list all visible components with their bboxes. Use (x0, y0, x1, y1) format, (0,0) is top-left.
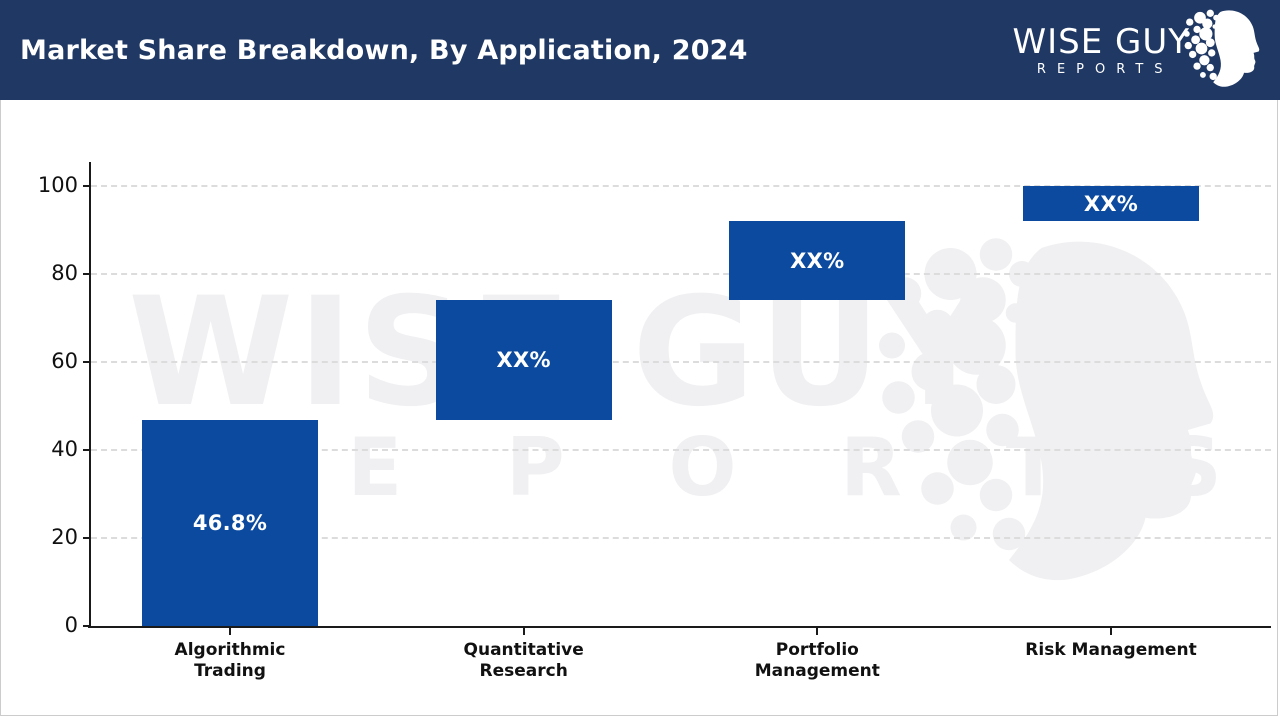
bar-segment: XX% (1023, 186, 1199, 222)
wiseguy-logo: WISE GUY REPORTS (1012, 0, 1266, 100)
bar-segment: 46.8% (142, 420, 318, 626)
y-axis-spine (89, 162, 91, 628)
y-tick-mark-60 (83, 361, 89, 363)
x-tick-mark (522, 628, 525, 635)
x-axis-label-line: Portfolio (775, 640, 859, 660)
logo-wordmark-line2: REPORTS (1036, 61, 1174, 77)
y-tick-label-80: 80 (51, 261, 78, 285)
y-tick-label-40: 40 (51, 437, 78, 461)
bar-segment: XX% (435, 300, 612, 421)
bar-value-label: XX% (790, 248, 845, 273)
page-title: Market Share Breakdown, By Application, … (20, 34, 748, 66)
x-axis-label: Algorithmic Trading (110, 640, 350, 682)
x-axis-label: Quantitative Research (404, 640, 644, 682)
x-tick-mark (1110, 628, 1112, 635)
y-tick-mark-0 (83, 625, 89, 627)
gridline-40 (91, 449, 1271, 451)
bar-value-label: 46.8% (192, 511, 268, 536)
y-tick-label-0: 0 (64, 613, 78, 637)
gridline-60 (91, 361, 1271, 363)
x-tick-mark (816, 628, 819, 635)
gridline-80 (91, 273, 1271, 275)
logo-wordmark: WISE GUY REPORTS (1012, 25, 1190, 76)
x-tick-mark (229, 628, 231, 635)
bar-value-label: XX% (1083, 191, 1139, 216)
logo-head-icon (1183, 9, 1260, 87)
bar-segment: XX% (729, 221, 906, 301)
x-axis-label-line: Management (754, 661, 880, 681)
x-axis-label-line: Algorithmic (174, 640, 286, 660)
header-bar: Market Share Breakdown, By Application, … (0, 0, 1280, 100)
x-axis-label-line: Trading (194, 661, 266, 681)
x-axis-label-line: Quantitative (463, 640, 584, 660)
gridline-20 (91, 537, 1271, 539)
y-tick-mark-40 (83, 449, 89, 451)
x-axis-label: Portfolio Management (697, 640, 937, 682)
x-axis-label: Risk Management (991, 640, 1231, 661)
x-axis-label-line: Research (479, 661, 568, 681)
y-tick-label-100: 100 (37, 173, 78, 197)
y-tick-mark-80 (83, 273, 89, 275)
y-tick-mark-20 (83, 537, 89, 539)
logo-wordmark-line1: WISE GUY (1012, 21, 1190, 62)
y-tick-label-20: 20 (51, 525, 78, 549)
x-axis-spine (88, 626, 1271, 628)
y-tick-mark-100 (83, 185, 89, 187)
gridline-100 (91, 185, 1271, 187)
y-tick-label-60: 60 (51, 349, 78, 373)
x-axis-label-line: Risk Management (1025, 640, 1197, 660)
bar-value-label: XX% (496, 348, 551, 373)
